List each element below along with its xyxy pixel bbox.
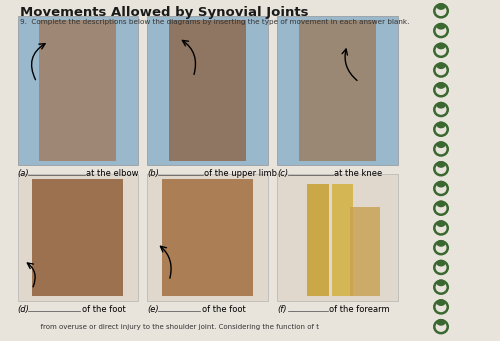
Bar: [39, 20, 116, 161]
Bar: [18, 174, 138, 301]
Bar: [148, 174, 268, 301]
Bar: [169, 20, 246, 161]
Text: of the forearm: of the forearm: [330, 305, 390, 314]
Text: (c): (c): [278, 169, 288, 178]
Text: (a): (a): [18, 169, 29, 178]
Circle shape: [437, 43, 445, 49]
Text: at the knee: at the knee: [334, 169, 382, 178]
Circle shape: [437, 201, 445, 207]
Text: (b): (b): [148, 169, 160, 178]
Bar: [278, 16, 398, 165]
Circle shape: [437, 221, 445, 226]
Bar: [299, 20, 376, 161]
Bar: [18, 16, 138, 165]
Circle shape: [437, 181, 445, 187]
Text: (d): (d): [18, 305, 29, 314]
Text: (e): (e): [148, 305, 159, 314]
Bar: [162, 179, 254, 296]
Circle shape: [437, 24, 445, 29]
Circle shape: [437, 300, 445, 305]
Bar: [278, 174, 398, 301]
Bar: [332, 184, 353, 296]
Circle shape: [437, 162, 445, 167]
Text: Movements Allowed by Synovial Joints: Movements Allowed by Synovial Joints: [20, 6, 308, 19]
Text: from overuse or direct injury to the shoulder joint. Considering the function of: from overuse or direct injury to the sho…: [18, 324, 318, 330]
Text: (f): (f): [278, 305, 287, 314]
Bar: [32, 179, 124, 296]
Circle shape: [437, 142, 445, 147]
Text: at the elbow: at the elbow: [86, 169, 139, 178]
Circle shape: [437, 122, 445, 128]
Bar: [350, 207, 380, 296]
Circle shape: [437, 241, 445, 246]
Text: of the foot: of the foot: [202, 305, 246, 314]
Circle shape: [437, 102, 445, 108]
Text: of the foot: of the foot: [82, 305, 126, 314]
Circle shape: [437, 320, 445, 325]
Bar: [308, 184, 329, 296]
Text: of the upper limb: of the upper limb: [204, 169, 278, 178]
Circle shape: [437, 4, 445, 9]
Circle shape: [437, 261, 445, 266]
Text: 9.  Complete the descriptions below the diagrams by inserting the type of moveme: 9. Complete the descriptions below the d…: [20, 19, 409, 25]
Bar: [148, 16, 268, 165]
Circle shape: [437, 63, 445, 69]
Circle shape: [437, 280, 445, 285]
Circle shape: [437, 83, 445, 88]
